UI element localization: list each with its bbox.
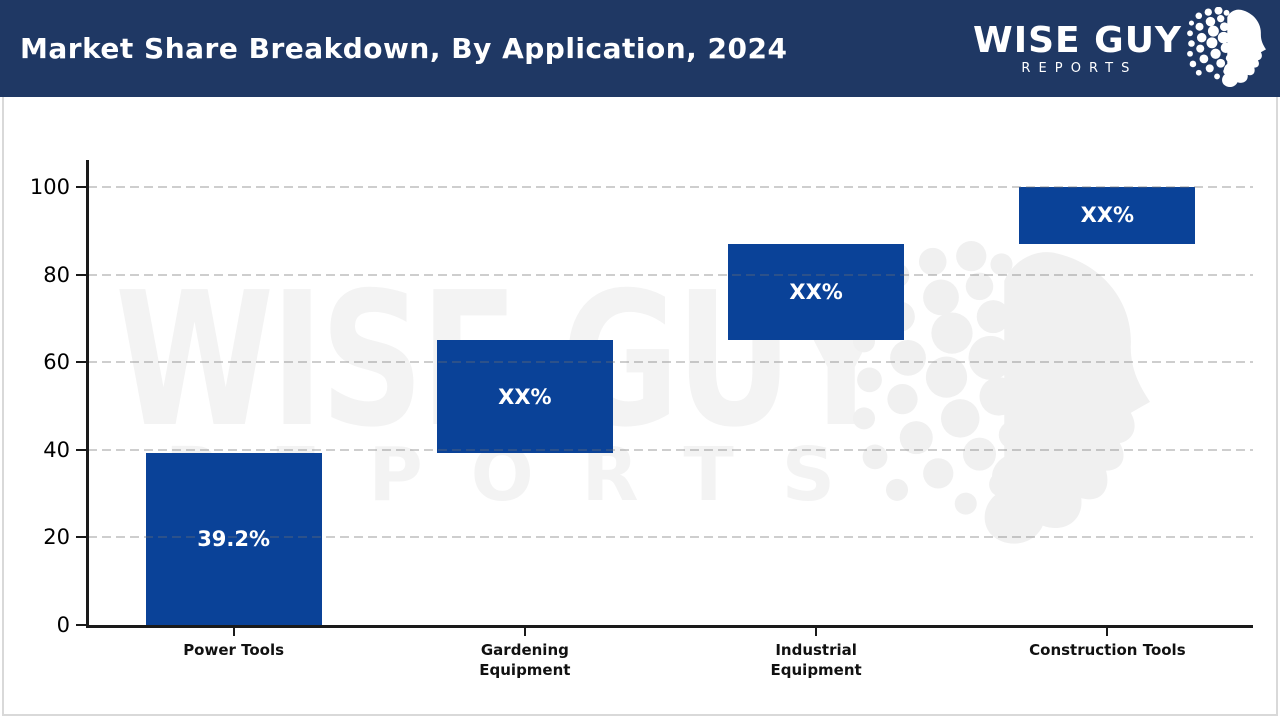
x-tick-construction-tools bbox=[1106, 628, 1109, 636]
x-label-gardening-equipment: Gardening Equipment bbox=[479, 641, 571, 680]
y-tick-60 bbox=[76, 361, 86, 364]
gridline-80 bbox=[88, 273, 1253, 276]
frame-left bbox=[2, 97, 4, 716]
y-tick-40 bbox=[76, 448, 86, 451]
y-tick-100 bbox=[76, 186, 86, 188]
y-tick-80 bbox=[76, 273, 86, 276]
y-tick-20 bbox=[76, 536, 86, 539]
x-tick-industrial-equipment bbox=[815, 628, 818, 636]
bar-industrial-equipment bbox=[728, 243, 905, 341]
bar-value-label: XX% bbox=[1080, 203, 1135, 228]
watermark-face-dots bbox=[842, 228, 1172, 573]
gridline-100 bbox=[88, 186, 1253, 188]
y-axis-line bbox=[86, 160, 89, 628]
logo-text: WISE GUY REPORTS bbox=[972, 19, 1182, 76]
y-tick-label-40: 40 bbox=[43, 437, 70, 462]
y-tick-0 bbox=[76, 624, 86, 626]
bar-construction-tools bbox=[1019, 187, 1196, 244]
frame-bottom bbox=[2, 714, 1278, 716]
logo-wiseguy-label: WISE GUY bbox=[972, 19, 1182, 61]
y-tick-label-100: 100 bbox=[29, 175, 70, 199]
face-profile-icon bbox=[1187, 6, 1266, 87]
bar-gardening-equipment bbox=[436, 340, 613, 454]
gridline-40 bbox=[88, 448, 1253, 451]
y-tick-label-0: 0 bbox=[56, 613, 70, 637]
x-axis-line bbox=[86, 625, 1253, 628]
x-tick-power-tools bbox=[232, 628, 235, 636]
bar-value-label: XX% bbox=[498, 384, 552, 409]
y-tick-label-80: 80 bbox=[43, 262, 70, 287]
y-tick-label-20: 20 bbox=[43, 525, 70, 550]
bar-power-tools bbox=[145, 453, 322, 625]
bar-value-label: 39.2% bbox=[197, 527, 271, 552]
x-tick-gardening-equipment bbox=[523, 628, 526, 636]
gridline-20 bbox=[88, 536, 1253, 539]
wiseguy-logo: WISE GUY REPORTS bbox=[973, 0, 1272, 97]
x-label-power-tools: Power Tools bbox=[183, 641, 285, 659]
x-label-construction-tools: Construction Tools bbox=[1029, 641, 1186, 659]
bar-value-label: XX% bbox=[789, 280, 843, 305]
logo-reports-label: REPORTS bbox=[1021, 60, 1138, 76]
header-bar: Market Share Breakdown, By Application, … bbox=[0, 0, 1280, 97]
face-profile-icon bbox=[853, 241, 1150, 544]
page-title: Market Share Breakdown, By Application, … bbox=[20, 32, 788, 65]
gridline-60 bbox=[88, 361, 1253, 364]
x-label-industrial-equipment: Industrial Equipment bbox=[770, 641, 862, 680]
frame-right bbox=[1276, 97, 1278, 716]
y-tick-label-60: 60 bbox=[43, 350, 70, 375]
